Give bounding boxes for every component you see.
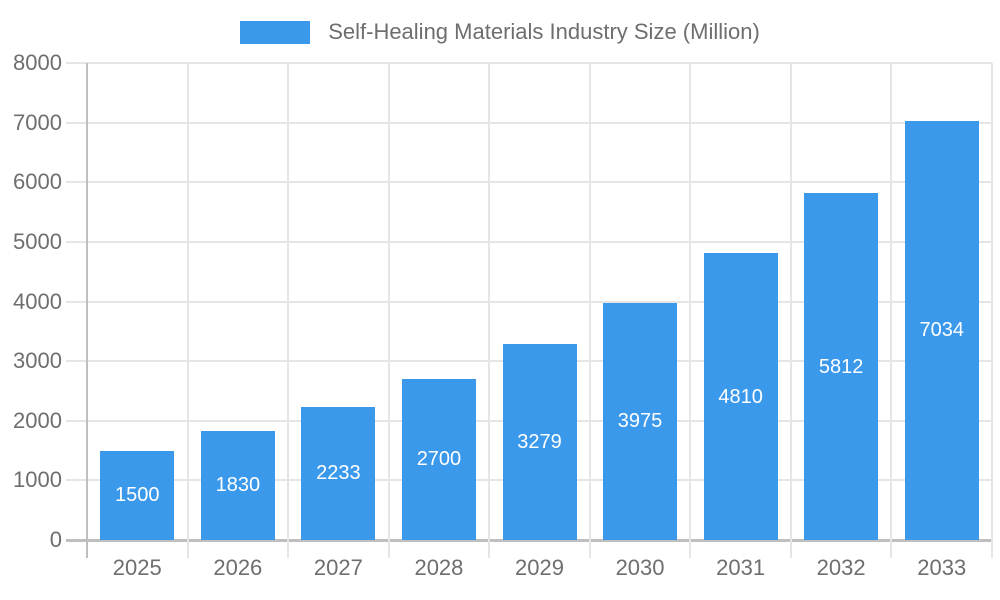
bar-value-label: 3279 [517,431,562,454]
x-gridline [689,63,692,558]
y-gridline [66,240,992,243]
y-tick-label: 4000 [13,288,62,314]
bar[interactable]: 2233 [301,406,376,540]
bar-value-label: 2233 [316,462,361,485]
y-tick-label: 6000 [13,169,62,195]
x-tick-label: 2033 [917,555,967,580]
bar[interactable]: 7034 [904,120,979,540]
x-tick-label: 2025 [112,555,162,580]
x-tick-label: 2032 [816,555,866,580]
bar[interactable]: 3975 [603,302,678,540]
bar-value-label: 7034 [919,319,964,342]
y-tick-label: 1000 [13,467,62,493]
x-tick-label: 2027 [313,555,363,580]
y-gridline [66,300,992,303]
x-tick-label: 2026 [213,555,263,580]
x-gridline [588,63,591,558]
legend: Self-Healing Materials Industry Size (Mi… [0,19,1000,45]
y-tick-label: 0 [49,527,62,552]
x-tick-label: 2030 [615,555,665,580]
bar-value-label: 1500 [115,484,160,507]
bar-value-label: 4810 [718,385,763,408]
bar-value-label: 5812 [818,355,864,378]
x-gridline [488,63,491,558]
bar-value-label: 3975 [617,410,663,433]
bar[interactable]: 2700 [401,379,476,540]
y-gridline [66,181,992,184]
bar[interactable]: 1830 [200,430,275,540]
bar[interactable]: 1500 [100,450,175,540]
x-gridline [287,63,290,558]
x-tick-label: 2029 [515,555,564,580]
legend-item-series[interactable]: Self-Healing Materials Industry Size (Mi… [240,19,760,45]
x-gridline [991,63,993,558]
x-gridline [186,63,189,558]
y-tick-label: 2000 [13,407,62,433]
y-tick-label: 3000 [13,348,62,374]
y-tick-label: 5000 [13,228,62,254]
x-tick-label: 2031 [716,555,766,580]
plot-area: 0 1000 2000 3000 4000 5000 6000 7000 8000 2025 202… [13,50,993,580]
x-axis-line [66,538,992,542]
y-gridline [66,121,992,124]
x-gridline [890,63,893,558]
bar[interactable]: 3279 [502,344,577,540]
x-tick-label: 2028 [414,555,464,580]
y-gridline [66,62,992,64]
x-gridline [789,63,792,558]
legend-swatch-icon [240,20,311,44]
x-gridline [387,63,390,558]
y-axis-line [86,63,88,558]
bar-value-label: 1830 [215,474,261,497]
y-tick-label: 7000 [13,109,62,135]
bar-value-label: 2700 [416,448,462,471]
y-tick-label: 8000 [13,50,62,75]
bar[interactable]: 5812 [804,193,879,540]
chart-title: Self-Healing Materials Industry Size (Mi… [328,19,760,44]
bar[interactable]: 4810 [703,253,778,540]
